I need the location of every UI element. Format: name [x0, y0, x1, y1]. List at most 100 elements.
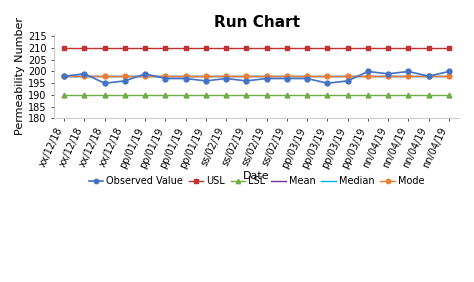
Median — [142, 74, 148, 77]
Mode — [345, 74, 350, 78]
Title: Run Chart: Run Chart — [213, 15, 300, 30]
USL — [102, 46, 108, 50]
LSL — [102, 93, 108, 97]
LSL — [304, 93, 310, 97]
LSL — [203, 93, 209, 97]
USL — [223, 46, 229, 50]
Median — [203, 74, 209, 77]
Mean — [244, 74, 249, 78]
Mode — [406, 74, 411, 78]
Observed Value — [122, 79, 128, 83]
Mean — [426, 74, 431, 78]
LSL — [325, 93, 330, 97]
Observed Value — [365, 70, 371, 73]
LSL — [385, 93, 391, 97]
USL — [244, 46, 249, 50]
Mode — [426, 74, 431, 78]
USL — [183, 46, 189, 50]
Observed Value — [61, 74, 67, 78]
Median — [406, 74, 411, 77]
USL — [163, 46, 168, 50]
Observed Value — [385, 72, 391, 76]
Median — [284, 74, 290, 77]
Median — [426, 74, 431, 77]
Median — [102, 74, 108, 77]
USL — [284, 46, 290, 50]
Mean — [203, 74, 209, 78]
LSL — [345, 93, 350, 97]
Mode — [446, 74, 452, 78]
Mean — [122, 74, 128, 78]
Observed Value — [345, 79, 350, 83]
USL — [325, 46, 330, 50]
Mean — [284, 74, 290, 78]
Median — [163, 74, 168, 77]
Observed Value — [102, 81, 108, 85]
Mode — [122, 74, 128, 78]
Median — [264, 74, 270, 77]
LSL — [183, 93, 189, 97]
Observed Value — [406, 70, 411, 73]
Observed Value — [163, 77, 168, 80]
USL — [142, 46, 148, 50]
LSL — [406, 93, 411, 97]
LSL — [264, 93, 270, 97]
Observed Value — [284, 77, 290, 80]
Median — [446, 74, 452, 77]
USL — [203, 46, 209, 50]
Median — [82, 74, 87, 77]
Median — [325, 74, 330, 77]
Mode — [264, 74, 270, 78]
Mode — [82, 74, 87, 78]
USL — [61, 46, 67, 50]
Line: Observed Value: Observed Value — [62, 69, 451, 86]
Median — [61, 74, 67, 77]
Mode — [61, 74, 67, 78]
Legend: Observed Value, USL, LSL, Mean, Median, Mode: Observed Value, USL, LSL, Mean, Median, … — [85, 172, 428, 190]
Mode — [304, 74, 310, 78]
USL — [426, 46, 431, 50]
Mode — [385, 74, 391, 78]
Line: USL: USL — [62, 46, 451, 50]
Observed Value — [244, 79, 249, 83]
Observed Value — [325, 81, 330, 85]
Observed Value — [264, 77, 270, 80]
Median — [122, 74, 128, 77]
Observed Value — [142, 72, 148, 76]
LSL — [163, 93, 168, 97]
Mean — [223, 74, 229, 78]
Median — [244, 74, 249, 77]
Mode — [325, 74, 330, 78]
Line: Mode: Mode — [62, 74, 451, 79]
USL — [365, 46, 371, 50]
Mean — [142, 74, 148, 78]
Median — [365, 74, 371, 77]
USL — [406, 46, 411, 50]
Observed Value — [82, 72, 87, 76]
Mode — [183, 74, 189, 78]
Mean — [163, 74, 168, 78]
USL — [122, 46, 128, 50]
Mode — [223, 74, 229, 78]
USL — [385, 46, 391, 50]
Mean — [385, 74, 391, 78]
Observed Value — [203, 79, 209, 83]
LSL — [223, 93, 229, 97]
Observed Value — [304, 77, 310, 80]
Mean — [446, 74, 452, 78]
Mode — [284, 74, 290, 78]
Mode — [142, 74, 148, 78]
Mode — [203, 74, 209, 78]
LSL — [284, 93, 290, 97]
Median — [183, 74, 189, 77]
Mode — [365, 74, 371, 78]
Mode — [244, 74, 249, 78]
Y-axis label: Permeability Number: Permeability Number — [15, 17, 25, 135]
LSL — [122, 93, 128, 97]
Mode — [102, 74, 108, 78]
Observed Value — [223, 77, 229, 80]
Mean — [264, 74, 270, 78]
Mean — [102, 74, 108, 78]
Mean — [345, 74, 350, 78]
Median — [223, 74, 229, 77]
